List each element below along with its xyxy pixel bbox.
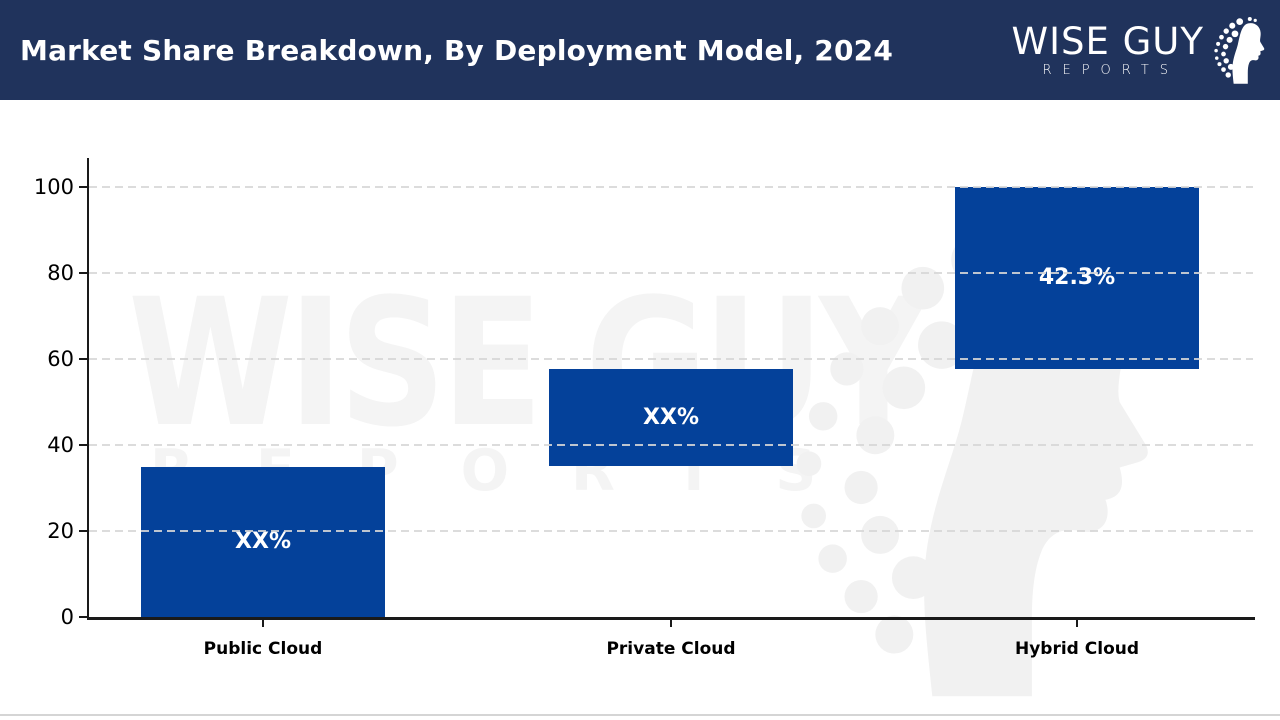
page-title: Market Share Breakdown, By Deployment Mo…	[20, 33, 894, 67]
y-tick-mark	[79, 530, 88, 532]
gridline	[89, 272, 1253, 274]
gridline	[89, 186, 1253, 188]
gridline	[89, 358, 1253, 360]
y-tick-mark	[79, 616, 88, 618]
gridline	[89, 530, 1253, 532]
header-bar: Market Share Breakdown, By Deployment Mo…	[0, 0, 1280, 100]
gridline	[89, 444, 1253, 446]
bar-value-label: 42.3%	[1038, 265, 1116, 291]
x-tick-label: Public Cloud	[203, 639, 323, 659]
x-tick-mark	[670, 619, 672, 627]
x-tick-label: Hybrid Cloud	[1014, 639, 1140, 659]
logo-wordmark: WISE GUY	[1011, 20, 1204, 63]
bar-segment: 42.3%	[955, 187, 1199, 369]
footer-divider	[0, 714, 1280, 716]
x-tick-mark	[1076, 619, 1078, 627]
x-axis-spine	[87, 617, 1255, 620]
logo-head-icon	[1214, 16, 1265, 84]
bar-value-label: XX%	[235, 529, 291, 555]
bar-value-label: XX%	[643, 405, 699, 431]
x-tick-label: Private Cloud	[606, 639, 736, 659]
logo-text: WISE GUY REPORTS	[1012, 23, 1204, 77]
y-tick-mark	[79, 358, 88, 360]
bar-segment: XX%	[141, 466, 385, 617]
x-tick-mark	[262, 619, 264, 627]
y-tick-label: 80	[47, 261, 74, 285]
y-tick-mark	[79, 186, 88, 188]
y-tick-label: 0	[60, 605, 74, 629]
y-tick-mark	[79, 444, 88, 446]
logo-subtitle: REPORTS	[1042, 63, 1180, 78]
y-tick-label: 60	[47, 347, 74, 371]
y-tick-label: 40	[47, 433, 74, 457]
y-tick-mark	[79, 272, 88, 274]
bar-segment: XX%	[549, 368, 793, 467]
y-tick-label: 20	[47, 519, 74, 543]
wise-guy-logo: WISE GUY REPORTS	[1012, 14, 1266, 86]
y-axis-spine	[87, 158, 89, 619]
y-tick-label: 100	[33, 175, 74, 199]
